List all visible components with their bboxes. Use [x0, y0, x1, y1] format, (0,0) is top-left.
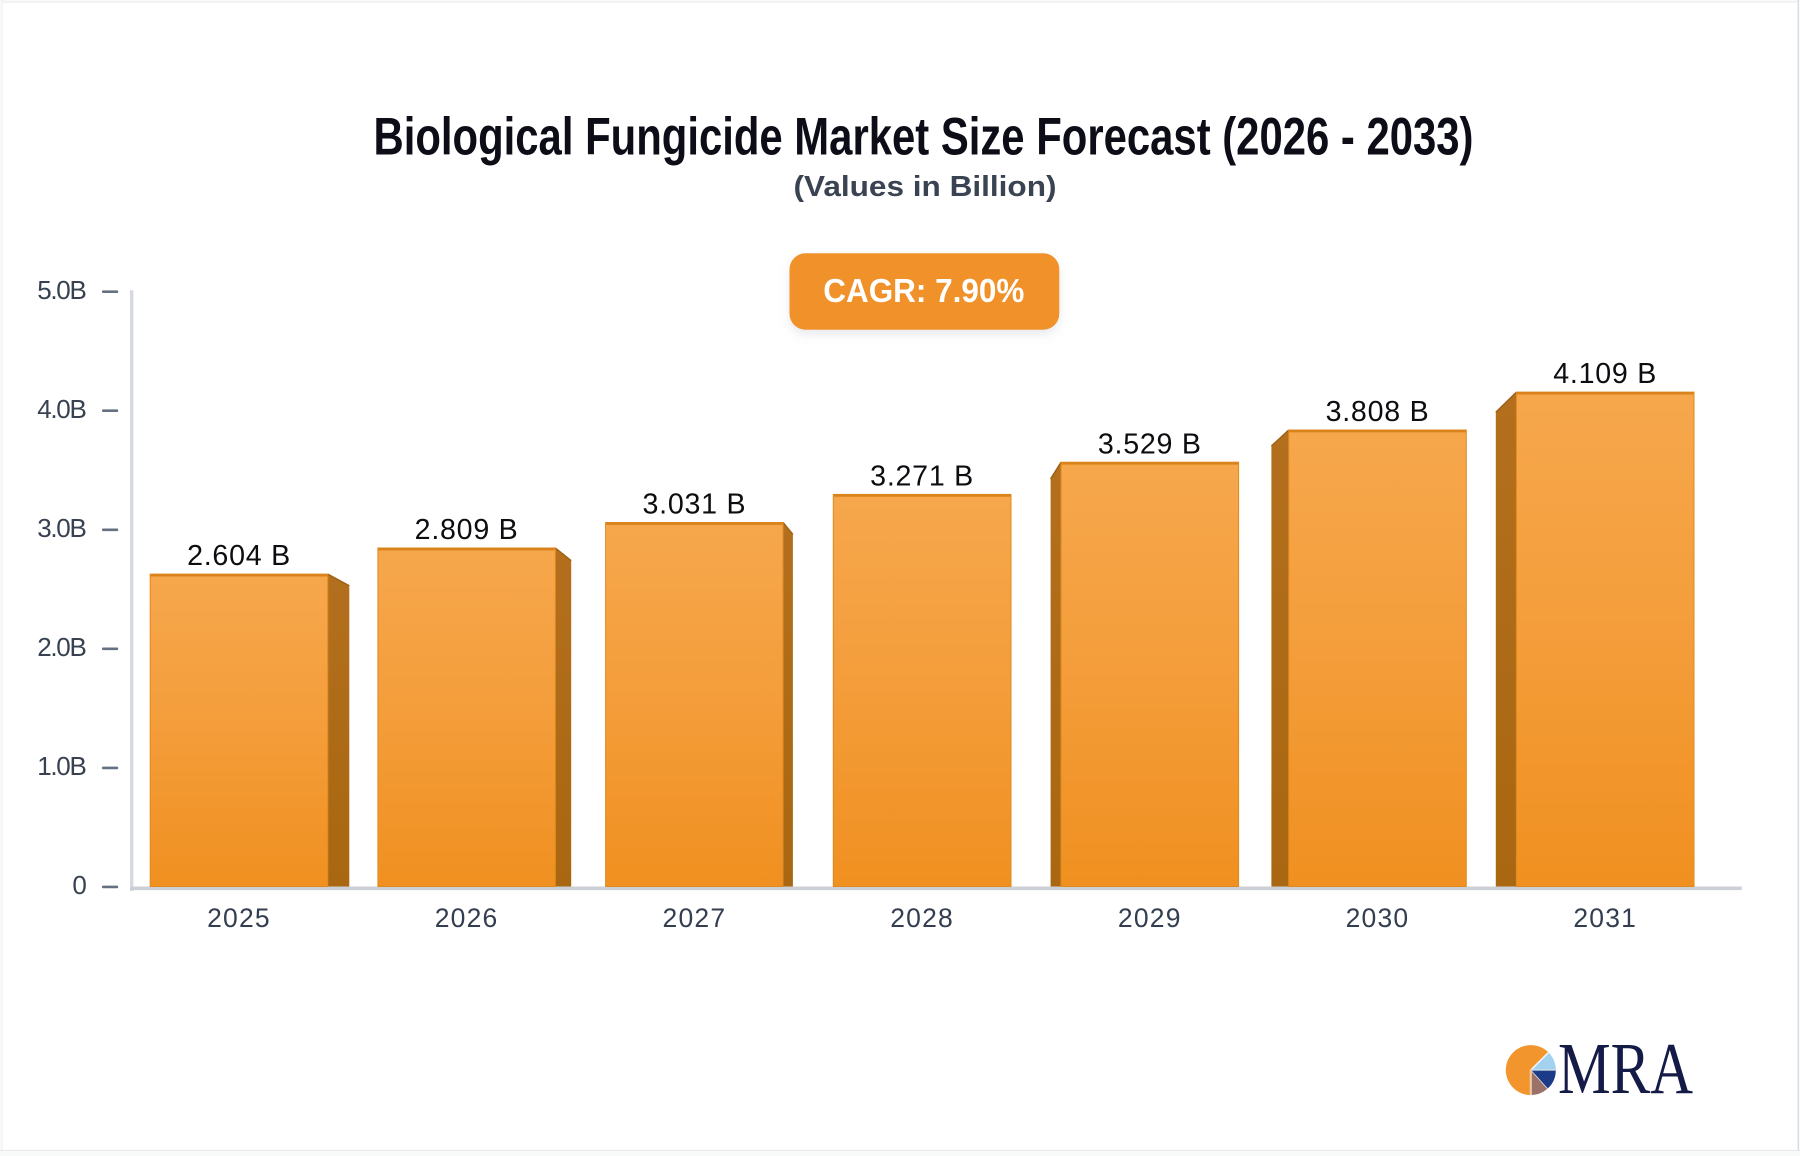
svg-text:(Values in Billion): (Values in Billion) — [794, 171, 1057, 203]
svg-text:1.0B: 1.0B — [37, 751, 85, 781]
svg-text:2.0B: 2.0B — [37, 632, 85, 662]
svg-text:2.809 B: 2.809 B — [415, 514, 519, 546]
svg-text:4.109 B: 4.109 B — [1553, 358, 1657, 390]
svg-text:2029: 2029 — [1118, 903, 1182, 933]
svg-text:2030: 2030 — [1346, 903, 1410, 933]
svg-text:4.0B: 4.0B — [37, 394, 85, 424]
svg-text:3.529 B: 3.529 B — [1098, 428, 1202, 460]
svg-text:3.0B: 3.0B — [37, 513, 85, 543]
svg-text:Biological Fungicide Market Si: Biological Fungicide Market Size Forecas… — [374, 107, 1474, 166]
svg-text:3.271 B: 3.271 B — [870, 461, 974, 493]
svg-text:0: 0 — [72, 870, 86, 900]
svg-text:3.031 B: 3.031 B — [642, 489, 746, 521]
svg-text:MRA: MRA — [1558, 1028, 1693, 1109]
svg-text:5.0B: 5.0B — [37, 275, 85, 305]
svg-text:2025: 2025 — [207, 903, 271, 933]
svg-text:2027: 2027 — [663, 903, 727, 933]
svg-text:2.604 B: 2.604 B — [187, 540, 291, 572]
svg-text:CAGR: 7.90%: CAGR: 7.90% — [823, 273, 1024, 310]
svg-text:2026: 2026 — [435, 903, 499, 933]
svg-text:2031: 2031 — [1573, 903, 1637, 933]
svg-text:3.808 B: 3.808 B — [1326, 396, 1430, 428]
svg-text:2028: 2028 — [890, 903, 954, 933]
